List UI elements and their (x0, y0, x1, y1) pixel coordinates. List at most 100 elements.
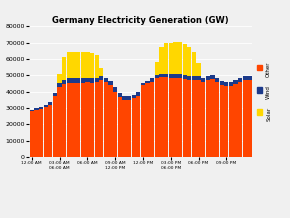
Bar (113, 87, 117, 92)
Bar (85, 82, 90, 157)
Bar (67, 78, 71, 83)
Bar (34, 108, 39, 109)
Bar (67, 83, 71, 157)
Bar (85, 78, 90, 82)
Bar (215, 82, 219, 157)
Bar (243, 80, 247, 157)
Bar (30, 109, 34, 111)
Bar (141, 85, 145, 157)
Bar (192, 51, 196, 76)
Bar (210, 75, 215, 79)
Bar (81, 51, 85, 78)
Bar (182, 79, 187, 157)
Bar (95, 78, 99, 82)
Bar (48, 105, 52, 157)
Bar (215, 78, 219, 82)
Bar (95, 55, 99, 78)
Bar (62, 80, 66, 84)
Bar (104, 82, 108, 157)
Bar (76, 51, 80, 78)
Bar (141, 83, 145, 85)
Bar (62, 84, 66, 157)
Bar (178, 74, 182, 78)
Bar (57, 74, 62, 83)
Bar (178, 42, 182, 74)
Bar (164, 77, 168, 157)
Bar (76, 78, 80, 83)
Bar (238, 78, 242, 82)
Bar (62, 57, 66, 80)
Bar (99, 76, 104, 80)
Bar (155, 75, 159, 78)
Bar (146, 81, 150, 83)
Bar (229, 82, 233, 86)
Bar (243, 76, 247, 80)
Bar (122, 96, 126, 100)
Bar (187, 80, 191, 157)
Bar (192, 76, 196, 80)
Bar (85, 51, 90, 78)
Bar (57, 87, 62, 157)
Bar (90, 53, 94, 78)
Bar (48, 102, 52, 105)
Bar (34, 109, 39, 157)
Bar (76, 83, 80, 157)
Bar (44, 106, 48, 107)
Bar (127, 96, 131, 100)
Bar (108, 85, 113, 157)
Bar (155, 78, 159, 157)
Bar (201, 82, 205, 157)
Bar (146, 83, 150, 157)
Bar (67, 52, 71, 78)
Bar (168, 74, 173, 78)
Bar (164, 43, 168, 74)
Bar (224, 82, 229, 86)
Bar (53, 96, 57, 157)
Bar (71, 83, 76, 157)
Bar (173, 78, 177, 157)
Bar (90, 78, 94, 83)
Bar (81, 78, 85, 83)
Bar (108, 81, 113, 85)
Bar (136, 92, 140, 96)
Bar (150, 82, 154, 157)
Bar (220, 81, 224, 85)
Bar (201, 78, 205, 82)
Bar (178, 78, 182, 157)
Bar (99, 68, 104, 76)
Bar (118, 93, 122, 97)
Bar (168, 78, 173, 157)
Bar (118, 97, 122, 157)
Bar (99, 80, 104, 157)
Bar (104, 78, 108, 82)
Bar (229, 86, 233, 157)
Bar (160, 77, 164, 157)
Bar (155, 62, 159, 75)
Bar (206, 76, 210, 80)
Bar (196, 76, 201, 80)
Bar (233, 80, 238, 84)
Bar (182, 75, 187, 79)
Bar (247, 76, 252, 80)
Bar (196, 80, 201, 157)
Bar (150, 78, 154, 82)
Bar (122, 100, 126, 157)
Bar (71, 78, 76, 83)
Bar (187, 76, 191, 80)
Bar (53, 93, 57, 96)
Bar (81, 83, 85, 157)
Bar (192, 80, 196, 157)
Bar (39, 109, 43, 157)
Bar (132, 98, 136, 157)
Bar (30, 111, 34, 157)
Bar (224, 86, 229, 157)
Legend: Other, Wind, Solar: Other, Wind, Solar (257, 55, 271, 115)
Bar (187, 47, 191, 76)
Bar (71, 51, 76, 78)
Bar (160, 48, 164, 74)
Bar (127, 100, 131, 157)
Bar (113, 92, 117, 157)
Bar (182, 44, 187, 75)
Bar (95, 82, 99, 157)
Bar (238, 82, 242, 157)
